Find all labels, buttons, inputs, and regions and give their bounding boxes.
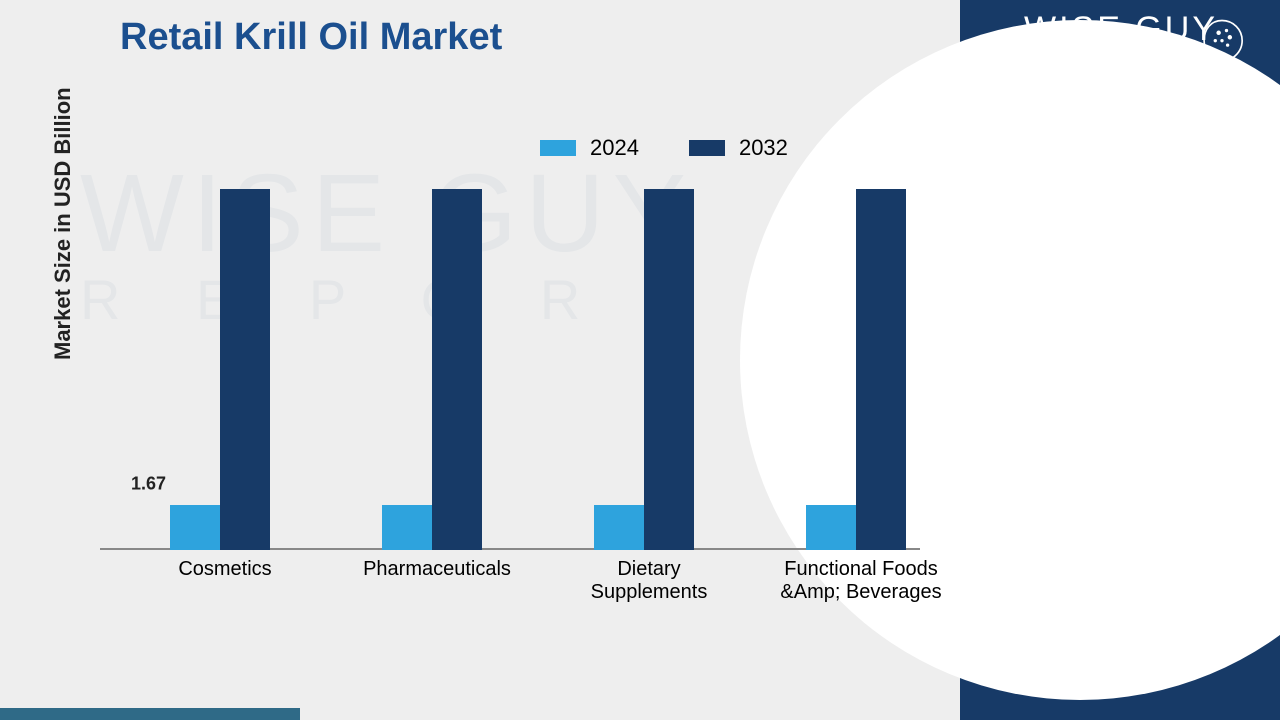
bar-group: Dietary Supplements [594, 170, 704, 550]
legend: 2024 2032 [540, 135, 788, 161]
category-label: Functional Foods &Amp; Beverages [771, 550, 951, 604]
bar-group: 1.67Cosmetics [170, 170, 280, 550]
legend-label-2024: 2024 [590, 135, 639, 161]
footer-accent-bar [0, 708, 300, 720]
bar [220, 189, 270, 550]
brand-logo: WISE GUY R E P O R T S [986, 10, 1256, 67]
legend-item-2024: 2024 [540, 135, 639, 161]
bar [170, 505, 220, 550]
bar-group: Pharmaceuticals [382, 170, 492, 550]
bar [806, 505, 856, 550]
brand-head-icon [1194, 16, 1250, 72]
bar [382, 505, 432, 550]
legend-swatch-2024 [540, 140, 576, 156]
value-label: 1.67 [131, 473, 166, 494]
bar [644, 189, 694, 550]
bar-group: Functional Foods &Amp; Beverages [806, 170, 916, 550]
category-label: Pharmaceuticals [347, 550, 527, 581]
bar [856, 189, 906, 550]
bar [432, 189, 482, 550]
y-axis-label: Market Size in USD Billion [50, 87, 76, 360]
legend-item-2032: 2032 [689, 135, 788, 161]
category-label: Dietary Supplements [559, 550, 739, 604]
bar [594, 505, 644, 550]
chart-canvas: WISE GUY R E P O R T S Retail Krill Oil … [0, 0, 1280, 720]
chart-title: Retail Krill Oil Market [120, 16, 502, 59]
legend-label-2032: 2032 [739, 135, 788, 161]
category-label: Cosmetics [135, 550, 315, 581]
legend-swatch-2032 [689, 140, 725, 156]
plot-area: 1.67Cosmetics Pharmaceuticals Dietary Supp… [100, 170, 920, 550]
